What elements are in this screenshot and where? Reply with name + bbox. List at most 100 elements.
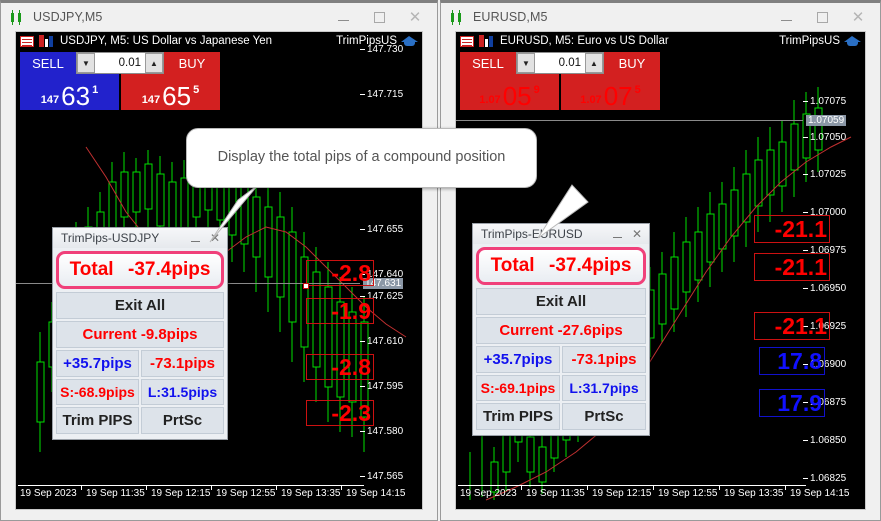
time-tick: 19 Sep 11:35	[86, 488, 145, 499]
buy-price-box[interactable]: 1.07 07 5	[561, 74, 660, 110]
chart-usdjpy[interactable]: USDJPY, M5: US Dollar vs Japanese Yen Tr…	[16, 32, 422, 509]
minimize-icon[interactable]	[190, 240, 200, 242]
sell-price-box[interactable]: 147 63 1	[20, 74, 119, 110]
current-pips-display: Current -27.6pips	[476, 317, 646, 344]
chart-eurusd[interactable]: EURUSD, M5: Euro vs US Dollar TrimPipsUS…	[456, 32, 865, 509]
list-icon[interactable]	[460, 35, 474, 47]
level-label[interactable]: -2.8	[306, 354, 374, 380]
bar-chart-icon[interactable]	[479, 35, 493, 47]
minimize-button[interactable]	[325, 3, 361, 31]
level-label[interactable]: -2.3	[306, 400, 374, 426]
trimpips-dialog-eurusd[interactable]: TrimPips-EURUSD ✕ Total -37.4pips Exit A…	[472, 223, 650, 436]
sell-button[interactable]: SELL	[20, 52, 76, 74]
window-title: EURUSD,M5	[473, 10, 548, 24]
current-price-label: 1.07059	[806, 115, 847, 126]
time-tick: 19 Sep 14:15	[346, 488, 406, 499]
profit-pips-button[interactable]: +35.7pips	[476, 346, 560, 373]
level-label[interactable]: -21.1	[754, 215, 830, 243]
chart-container-eurusd[interactable]: EURUSD, M5: Euro vs US Dollar TrimPipsUS…	[455, 31, 866, 510]
trimpips-dialog-usdjpy[interactable]: TrimPips-USDJPY ✕ Total -37.4pips Exit A…	[52, 227, 228, 440]
exit-all-button[interactable]: Exit All	[476, 288, 646, 315]
prtsc-button[interactable]: PrtSc	[562, 403, 646, 430]
time-tick: 19 Sep 14:15	[790, 488, 850, 499]
current-pips-display: Current -9.8pips	[56, 321, 224, 348]
total-label: Total	[69, 259, 114, 280]
chart-header-usdjpy: USDJPY, M5: US Dollar vs Japanese Yen Tr…	[16, 32, 422, 50]
window-titlebar[interactable]: USDJPY,M5 ✕	[1, 3, 437, 31]
total-display: Total -37.4pips	[476, 247, 646, 285]
buy-price-prefix: 1.07	[580, 94, 602, 106]
price-axis-eurusd[interactable]: 1.07075 1.07059 1.07050 1.07025 1.07000 …	[803, 32, 865, 509]
price-tick: 1.06825	[810, 473, 847, 484]
chart-container-usdjpy[interactable]: USDJPY, M5: US Dollar vs Japanese Yen Tr…	[15, 31, 423, 510]
brand-label: TrimPipsUS	[779, 35, 840, 47]
current-label: Current	[499, 322, 554, 339]
chevron-down-icon[interactable]: ▼	[77, 53, 95, 73]
loss-pips-button[interactable]: -73.1pips	[562, 346, 646, 373]
dialog-titlebar[interactable]: TrimPips-EURUSD ✕	[473, 224, 649, 244]
price-tick: 147.565	[367, 471, 404, 482]
minimize-icon[interactable]	[612, 236, 622, 238]
time-tick: 19 Sep 13:35	[281, 488, 341, 499]
profit-pips-button[interactable]: +35.7pips	[56, 350, 139, 377]
graduation-cap-icon	[844, 35, 861, 48]
long-pips-value[interactable]: L:31.5pips	[141, 379, 224, 405]
bar-chart-icon[interactable]	[39, 35, 53, 47]
buy-price-main: 65	[162, 81, 192, 111]
close-button[interactable]: ✕	[408, 8, 422, 26]
buy-button[interactable]: BUY	[604, 52, 660, 74]
price-tick: 1.06975	[810, 245, 847, 256]
minimize-button[interactable]	[768, 3, 804, 31]
dialog-titlebar[interactable]: TrimPips-USDJPY ✕	[53, 228, 227, 248]
exit-all-button[interactable]: Exit All	[56, 292, 224, 319]
long-pips-value[interactable]: L:31.7pips	[562, 375, 646, 401]
dialog-controls: ✕	[190, 231, 223, 245]
maximize-button[interactable]	[804, 3, 840, 31]
trim-pips-button[interactable]: Trim PIPS	[476, 403, 560, 430]
short-pips-value[interactable]: S:-68.9pips	[56, 379, 139, 405]
lot-size-stepper[interactable]: ▼ 0.01 ▲	[76, 52, 164, 74]
chevron-down-icon[interactable]: ▼	[517, 53, 535, 73]
level-label[interactable]: -21.1	[754, 253, 830, 281]
dialog-body: Total -37.4pips Exit All Current -27.6pi…	[473, 244, 649, 435]
lot-size-input[interactable]: 0.01	[95, 53, 145, 73]
price-tick: 147.610	[367, 336, 404, 347]
level-label[interactable]: -1.9	[306, 298, 374, 324]
sell-price-prefix: 147	[40, 94, 60, 106]
time-tick: 19 Sep 12:15	[592, 488, 652, 499]
level-label[interactable]: -2.8	[306, 260, 374, 286]
close-icon[interactable]: ✕	[631, 227, 642, 241]
time-tick: 19 Sep 12:55	[658, 488, 718, 499]
time-tick: 19 Sep 2023	[20, 488, 77, 499]
lot-size-input[interactable]: 0.01	[535, 53, 585, 73]
time-axis-usdjpy[interactable]: 19 Sep 2023 19 Sep 11:35 19 Sep 12:15 19…	[16, 485, 422, 509]
dialog-body: Total -37.4pips Exit All Current -9.8pip…	[53, 248, 227, 439]
lot-size-stepper[interactable]: ▼ 0.01 ▲	[516, 52, 604, 74]
window-eurusd: EURUSD,M5 ✕	[440, 0, 881, 521]
trim-pips-button[interactable]: Trim PIPS	[56, 407, 139, 434]
window-titlebar[interactable]: EURUSD,M5 ✕	[441, 3, 880, 31]
loss-pips-button[interactable]: -73.1pips	[141, 350, 224, 377]
current-label: Current	[82, 326, 137, 343]
close-button[interactable]: ✕	[851, 8, 865, 26]
maximize-button[interactable]	[361, 3, 397, 31]
list-icon[interactable]	[20, 35, 34, 47]
sell-price-box[interactable]: 1.07 05 9	[460, 74, 559, 110]
buy-button[interactable]: BUY	[164, 52, 220, 74]
price-tick: 1.07075	[810, 96, 847, 107]
total-value: -37.4pips	[128, 259, 211, 280]
chart-symbol-label: EURUSD, M5: Euro vs US Dollar	[500, 35, 669, 47]
buy-price-box[interactable]: 147 65 5	[121, 74, 220, 110]
sell-button[interactable]: SELL	[460, 52, 516, 74]
level-label[interactable]: 17.9	[759, 389, 825, 417]
short-pips-value[interactable]: S:-69.1pips	[476, 375, 560, 401]
time-axis-eurusd[interactable]: 19 Sep 2023 19 Sep 11:35 19 Sep 12:15 19…	[456, 485, 865, 509]
chevron-up-icon[interactable]: ▲	[145, 53, 163, 73]
level-label[interactable]: 17.8	[759, 347, 825, 375]
chevron-up-icon[interactable]: ▲	[585, 53, 603, 73]
sell-price-main: 05	[502, 81, 532, 111]
level-label[interactable]: -21.1	[754, 312, 830, 340]
close-icon[interactable]: ✕	[209, 231, 220, 245]
prtsc-button[interactable]: PrtSc	[141, 407, 224, 434]
